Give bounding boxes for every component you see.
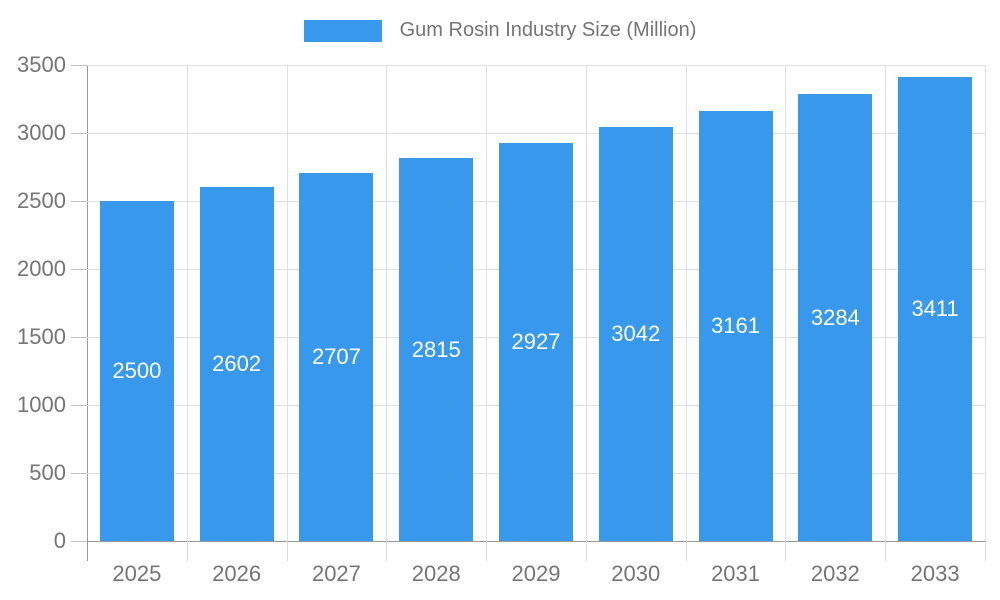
gridline-vertical <box>785 65 787 541</box>
y-axis-tick-label: 0 <box>53 528 66 553</box>
gridline-horizontal <box>87 65 985 66</box>
y-axis-tick <box>71 473 87 474</box>
y-axis-tick <box>71 541 87 542</box>
y-axis-tick <box>71 65 87 66</box>
gridline-vertical <box>186 65 188 541</box>
x-axis-tick-label: 2025 <box>112 561 162 586</box>
y-axis-tick-label: 500 <box>29 460 66 485</box>
x-axis-tick-label: 2028 <box>411 561 461 586</box>
bar-value-label: 3161 <box>711 313 761 339</box>
bar-value-label: 2602 <box>212 351 262 377</box>
legend-swatch-icon <box>303 19 382 42</box>
x-axis-tick-label: 2026 <box>212 561 262 586</box>
bar-2033[interactable] <box>898 77 973 541</box>
chart-legend: Gum Rosin Industry Size (Million) <box>0 19 1000 42</box>
bar-value-label: 2707 <box>311 343 361 369</box>
y-axis-tick <box>71 337 87 338</box>
x-axis-tick-label: 2031 <box>711 561 761 586</box>
gridline-horizontal <box>87 133 985 134</box>
bar-2027[interactable] <box>299 172 374 541</box>
x-axis-tick <box>785 541 787 561</box>
y-axis-tick-label: 3500 <box>17 52 66 77</box>
bar-2031[interactable] <box>698 111 773 541</box>
bar-2030[interactable] <box>598 127 673 541</box>
y-axis-tick-label: 3000 <box>17 120 66 145</box>
bar-value-label: 3411 <box>911 296 959 322</box>
legend-item[interactable]: Gum Rosin Industry Size (Million) <box>303 19 697 42</box>
y-axis-tick-label: 1000 <box>17 392 66 417</box>
x-axis-tick <box>486 541 488 561</box>
x-axis-tick-label: 2030 <box>611 561 661 586</box>
gridline-vertical <box>386 65 388 541</box>
x-axis-tick <box>286 541 288 561</box>
y-axis-tick <box>71 269 87 270</box>
bar-value-label: 3284 <box>810 304 860 330</box>
legend-label: Gum Rosin Industry Size (Million) <box>399 19 697 41</box>
gridline-vertical <box>486 65 488 541</box>
gridline-vertical <box>885 65 887 541</box>
bar-value-label: 2927 <box>511 328 561 354</box>
bar-value-label: 2500 <box>112 358 162 383</box>
y-axis-tick-label: 2500 <box>17 188 66 213</box>
bar-value-label: 2815 <box>411 336 461 362</box>
gridline-vertical <box>685 65 687 541</box>
y-axis-tick <box>71 405 87 406</box>
x-axis-tick <box>985 541 986 561</box>
y-axis-tick <box>71 201 87 202</box>
y-axis-tick-label: 1500 <box>17 324 66 349</box>
y-axis-tick <box>71 133 87 134</box>
bar-2025[interactable] <box>99 201 174 541</box>
y-axis-line <box>87 65 88 561</box>
bar-value-label: 3042 <box>611 321 661 347</box>
x-axis-tick <box>186 541 188 561</box>
x-axis-tick <box>685 541 687 561</box>
plot-area: 2500 2602 2707 2815 2927 3042 3161 3284 3411 <box>87 65 986 541</box>
x-axis-tick-label: 2027 <box>311 561 361 586</box>
bar-2026[interactable] <box>199 187 274 541</box>
x-axis-tick <box>386 541 388 561</box>
x-axis-tick-label: 2033 <box>910 561 960 586</box>
gridline-vertical <box>286 65 288 541</box>
bar-2028[interactable] <box>399 158 474 541</box>
gridline-vertical <box>585 65 587 541</box>
y-axis-tick-label: 2000 <box>17 256 66 281</box>
bar-2029[interactable] <box>499 142 573 541</box>
x-axis-line <box>87 541 985 542</box>
x-axis-tick <box>885 541 887 561</box>
x-axis-tick-label: 2029 <box>511 561 561 586</box>
bar-2032[interactable] <box>798 94 873 541</box>
x-axis-tick <box>585 541 587 561</box>
gridline-vertical <box>985 65 986 541</box>
x-axis-tick-label: 2032 <box>810 561 860 586</box>
